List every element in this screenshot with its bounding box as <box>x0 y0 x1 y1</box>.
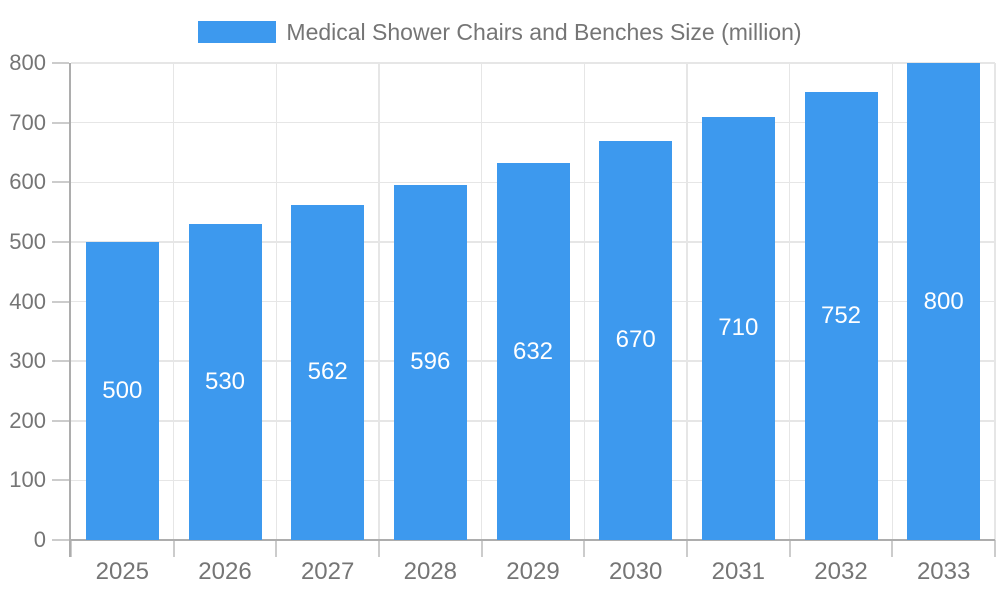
y-tick-mark <box>52 539 69 541</box>
v-gridline <box>788 63 791 540</box>
x-tick-mark <box>275 540 278 557</box>
y-axis-tick-label: 200 <box>9 407 46 433</box>
y-axis-tick-label: 300 <box>9 348 46 374</box>
x-tick-mark <box>788 540 791 557</box>
x-axis-line <box>69 539 995 541</box>
x-tick-mark <box>994 540 996 557</box>
x-tick-mark <box>70 540 72 557</box>
h-gridline <box>71 121 995 124</box>
x-axis-tick-label: 2029 <box>506 558 560 585</box>
x-tick-mark <box>686 540 688 557</box>
bar[interactable]: 752 <box>804 91 878 540</box>
y-tick-mark <box>52 360 69 363</box>
x-axis-tick-label: 2027 <box>300 558 355 585</box>
x-axis-tick-label: 2032 <box>814 558 868 585</box>
bar[interactable]: 710 <box>701 116 775 540</box>
y-axis-tick-label: 800 <box>9 50 46 75</box>
y-tick-mark <box>52 479 69 482</box>
x-axis-tick-label: 2030 <box>608 558 663 585</box>
y-axis-tick-label: 600 <box>9 169 46 195</box>
x-tick-mark <box>480 540 483 557</box>
bar-value-label: 752 <box>820 301 862 329</box>
x-axis-tick-label: 2025 <box>95 558 150 585</box>
bar[interactable]: 800 <box>907 63 981 540</box>
y-tick-mark <box>52 121 69 124</box>
bar-value-label: 530 <box>204 367 246 395</box>
y-axis-tick-label: 700 <box>9 109 46 135</box>
bar-value-label: 670 <box>615 326 656 354</box>
bar-value-label: 562 <box>307 358 348 386</box>
bar-value-label: 800 <box>923 287 964 315</box>
bar[interactable]: 500 <box>85 241 159 540</box>
bar[interactable]: 632 <box>496 163 570 540</box>
bar-value-label: 710 <box>718 314 759 342</box>
y-axis-tick-label: 400 <box>9 288 46 314</box>
y-axis-line <box>69 63 71 557</box>
v-gridline <box>891 63 894 540</box>
v-gridline <box>583 63 586 540</box>
v-gridline <box>172 63 175 540</box>
chart-legend[interactable]: Medical Shower Chairs and Benches Size (… <box>0 19 1000 45</box>
x-axis-tick-label: 2026 <box>198 558 252 585</box>
y-tick-mark <box>52 419 69 422</box>
legend-label: Medical Shower Chairs and Benches Size (… <box>286 18 802 45</box>
v-gridline <box>275 63 278 540</box>
y-axis-tick-label: 100 <box>9 467 46 493</box>
x-tick-mark <box>378 540 380 557</box>
x-axis-tick-label: 2033 <box>916 558 971 585</box>
v-gridline <box>480 63 483 540</box>
v-gridline <box>686 63 688 540</box>
y-axis-tick-label: 500 <box>9 228 46 254</box>
bar-value-label: 596 <box>410 348 451 376</box>
legend-swatch <box>198 21 277 43</box>
x-axis-tick-label: 2028 <box>403 558 458 585</box>
y-tick-mark <box>52 62 69 64</box>
h-gridline <box>71 62 995 64</box>
x-tick-mark <box>891 540 894 557</box>
bar[interactable]: 596 <box>393 184 467 540</box>
y-axis-tick-label: 0 <box>33 527 46 552</box>
v-gridline <box>994 63 996 540</box>
y-tick-mark <box>52 300 69 303</box>
y-tick-mark <box>52 181 69 184</box>
y-tick-mark <box>52 240 69 243</box>
x-axis-tick-label: 2031 <box>711 558 766 585</box>
bar[interactable]: 530 <box>188 223 262 540</box>
bar[interactable]: 670 <box>599 140 673 540</box>
v-gridline <box>378 63 380 540</box>
x-tick-mark <box>583 540 586 557</box>
bar-value-label: 632 <box>512 337 554 365</box>
bar[interactable]: 562 <box>291 204 365 540</box>
x-tick-mark <box>172 540 175 557</box>
bar-value-label: 500 <box>102 376 143 404</box>
